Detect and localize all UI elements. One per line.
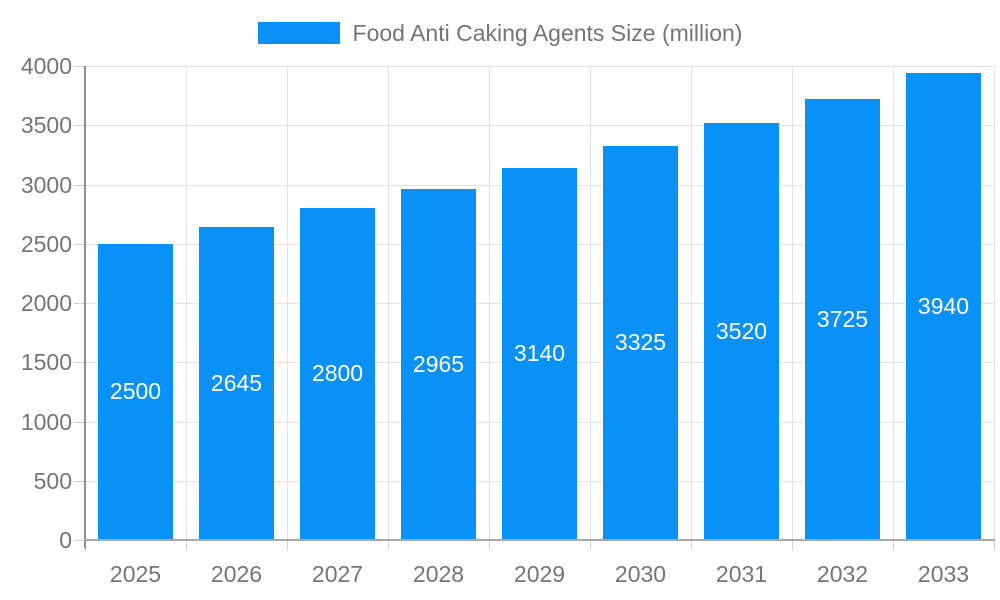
x-tick-label: 2030 bbox=[614, 561, 667, 587]
bar-value-label: 3325 bbox=[614, 329, 667, 355]
x-axis-tick bbox=[388, 540, 389, 550]
y-tick-label: 2000 bbox=[20, 290, 72, 316]
legend-label: Food Anti Caking Agents Size (million) bbox=[352, 19, 743, 46]
plot-right-border bbox=[994, 66, 995, 540]
y-tick-label: 1000 bbox=[20, 409, 72, 435]
bar[interactable]: 3325 bbox=[603, 146, 678, 539]
y-axis-tick bbox=[74, 244, 85, 245]
y-gridline bbox=[85, 125, 994, 126]
y-axis-line bbox=[84, 66, 86, 548]
x-axis-tick bbox=[489, 540, 490, 550]
y-tick-label: 1500 bbox=[20, 349, 72, 375]
x-gridline bbox=[792, 66, 793, 540]
bar-value-label: 3725 bbox=[816, 305, 869, 332]
bar-value-label: 2500 bbox=[109, 378, 162, 404]
x-tick-label: 2028 bbox=[412, 561, 465, 587]
x-axis-tick bbox=[994, 540, 995, 550]
legend[interactable]: Food Anti Caking Agents Size (million) bbox=[0, 20, 1000, 46]
x-axis-tick bbox=[186, 540, 187, 550]
bar[interactable]: 2965 bbox=[401, 189, 476, 539]
x-axis-tick bbox=[287, 540, 288, 550]
y-axis-tick bbox=[74, 125, 85, 126]
y-axis-tick bbox=[74, 540, 85, 541]
x-axis-tick bbox=[590, 540, 591, 550]
bar[interactable]: 2800 bbox=[300, 208, 375, 539]
x-axis-tick bbox=[792, 540, 793, 550]
x-gridline bbox=[590, 66, 591, 540]
y-axis-tick bbox=[74, 303, 85, 304]
bar[interactable]: 2500 bbox=[98, 244, 173, 539]
y-gridline bbox=[85, 66, 994, 67]
bar-value-label: 2800 bbox=[311, 360, 364, 386]
x-gridline bbox=[489, 66, 490, 540]
bar[interactable]: 3520 bbox=[704, 123, 779, 539]
bar[interactable]: 3725 bbox=[805, 99, 880, 539]
x-tick-label: 2025 bbox=[109, 561, 162, 587]
bar-value-label: 2645 bbox=[210, 369, 263, 396]
x-tick-label: 2031 bbox=[715, 561, 768, 587]
legend-swatch-icon bbox=[257, 22, 340, 44]
x-axis-line bbox=[84, 539, 995, 541]
y-axis-tick bbox=[74, 362, 85, 363]
bar-value-label: 3940 bbox=[917, 292, 970, 319]
y-tick-label: 4000 bbox=[20, 53, 72, 79]
x-axis-tick bbox=[893, 540, 894, 550]
x-tick-label: 2032 bbox=[816, 561, 869, 587]
bar-value-label: 3520 bbox=[715, 317, 768, 344]
x-gridline bbox=[388, 66, 389, 540]
x-axis-tick bbox=[691, 540, 692, 550]
x-tick-label: 2029 bbox=[513, 561, 566, 587]
y-axis-tick bbox=[74, 481, 85, 482]
y-tick-label: 3000 bbox=[20, 172, 72, 198]
y-axis-tick bbox=[74, 66, 85, 67]
x-gridline bbox=[186, 66, 187, 540]
y-tick-label: 2500 bbox=[20, 231, 72, 257]
y-tick-label: 500 bbox=[33, 468, 72, 494]
bar[interactable]: 2645 bbox=[199, 227, 274, 539]
x-tick-label: 2026 bbox=[210, 561, 263, 587]
x-gridline bbox=[893, 66, 894, 540]
x-gridline bbox=[287, 66, 288, 540]
bar[interactable]: 3940 bbox=[906, 73, 981, 539]
y-tick-label: 3500 bbox=[20, 112, 72, 138]
x-tick-label: 2027 bbox=[311, 561, 364, 587]
y-axis-tick bbox=[74, 422, 85, 423]
x-tick-label: 2033 bbox=[917, 561, 970, 587]
bar-value-label: 2965 bbox=[412, 350, 465, 377]
bar-value-label: 3140 bbox=[513, 340, 566, 366]
y-tick-label: 0 bbox=[59, 527, 72, 553]
x-gridline bbox=[691, 66, 692, 540]
bar[interactable]: 3140 bbox=[502, 168, 577, 539]
y-axis-tick bbox=[74, 185, 85, 186]
